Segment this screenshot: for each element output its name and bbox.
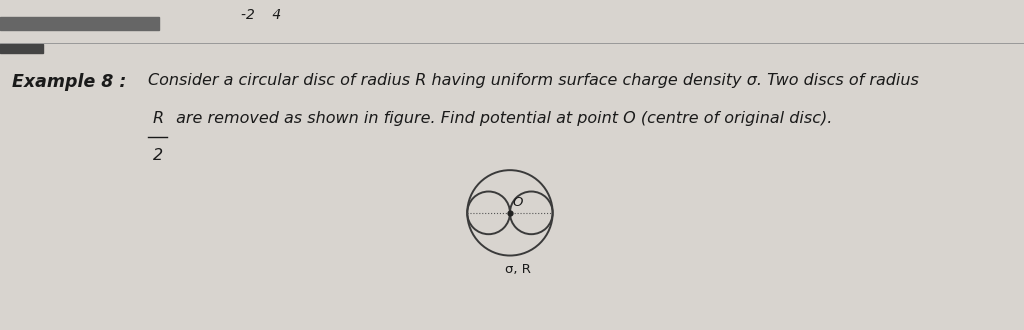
Text: are removed as shown in figure. Find potential at point O (centre of original di: are removed as shown in figure. Find pot…: [171, 111, 833, 126]
Text: 2: 2: [153, 148, 163, 163]
Text: R: R: [153, 111, 164, 126]
Text: σ, R: σ, R: [505, 263, 530, 276]
Bar: [0, 44, 43, 53]
Bar: [0, 16, 159, 30]
Text: O: O: [513, 196, 523, 210]
Text: Consider a circular disc of radius R having uniform surface charge density σ. Tw: Consider a circular disc of radius R hav…: [148, 73, 920, 87]
Text: -2    4: -2 4: [241, 8, 281, 22]
Text: Example 8 :: Example 8 :: [12, 73, 127, 91]
